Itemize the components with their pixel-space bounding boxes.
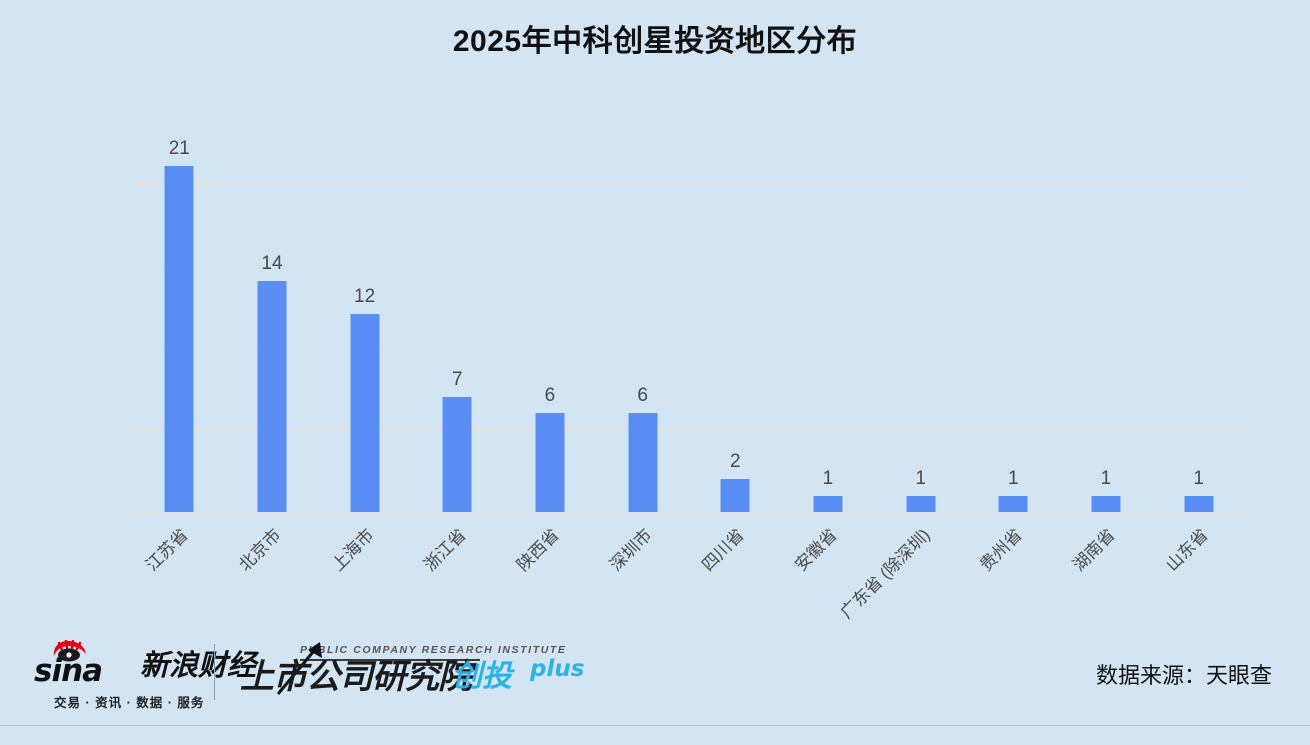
gridline <box>133 100 1245 101</box>
x-tick-label: 贵州省 <box>976 525 1027 575</box>
sina-finance-logo: sina 新浪财经 交易 · 资讯 · 数据 · 服务 <box>22 640 256 710</box>
institute-rule <box>300 659 480 661</box>
x-tick-label: 浙江省 <box>420 525 471 575</box>
x-tick-slot: 深圳市 <box>596 512 689 632</box>
bar[interactable] <box>535 413 565 512</box>
bar-value-label: 1 <box>1193 467 1204 489</box>
bar-value-label: 7 <box>452 368 463 390</box>
research-institute-logo: PUBLIC COMPANY RESEARCH INSTITUTE 上市公司研究… <box>238 640 598 706</box>
plot-area: 21 14 12 7 6 6 2 1 1 1 1 1 <box>133 100 1245 513</box>
x-tick-slot: 山东省 <box>1152 512 1245 632</box>
gridline <box>133 429 1245 431</box>
sina-wordmark: sina <box>22 640 150 692</box>
x-tick-label: 湖南省 <box>1069 525 1119 575</box>
sina-tagline: 交易 · 资讯 · 数据 · 服务 <box>54 696 205 710</box>
x-tick-slot: 陕西省 <box>504 512 597 632</box>
x-tick-label: 上海市 <box>327 525 378 575</box>
gridline <box>133 264 1245 266</box>
x-tick-label: 陕西省 <box>513 525 563 575</box>
growth-arrow-icon <box>276 642 322 695</box>
institute-chinese-name: 上市公司研究院 <box>240 658 472 696</box>
sina-eye-icon <box>53 640 86 662</box>
bar-value-label: 2 <box>730 451 741 473</box>
bar-value-label: 21 <box>168 137 190 159</box>
bar-slot: 1 <box>1152 100 1245 512</box>
x-tick-label: 山东省 <box>1161 525 1212 575</box>
bar-slot: 14 <box>226 100 319 512</box>
x-axis-labels: 江苏省 北京市 上海市 浙江省 陕西省 深圳市 四川省 安徽省 广东省 (除深圳) 贵州省 湖南省山… <box>133 512 1245 632</box>
bars-layer: 21 14 12 7 6 6 2 1 1 1 1 1 <box>133 100 1245 512</box>
bar[interactable] <box>906 495 936 512</box>
bar-value-label: 6 <box>544 385 556 407</box>
bar-slot: 1 <box>1060 100 1153 512</box>
data-source-note: 数据来源：天眼查 <box>1095 663 1272 688</box>
x-tick-slot: 广东省 (除深圳) <box>836 512 967 632</box>
sina-finance-name: 新浪财经 <box>140 650 257 682</box>
bar-slot: 1 <box>782 100 875 512</box>
bar[interactable] <box>720 479 750 512</box>
bar-slot: 21 <box>133 100 226 512</box>
bar-value-label: 1 <box>915 467 926 489</box>
bar-slot: 1 <box>874 100 967 512</box>
x-tick-slot: 上海市 <box>318 512 411 632</box>
bar-slot: 12 <box>318 100 411 512</box>
x-tick-slot: 北京市 <box>226 512 319 632</box>
bar-value-label: 1 <box>822 467 834 489</box>
institute-english-name: PUBLIC COMPANY RESEARCH INSTITUTE <box>300 644 567 656</box>
x-tick-slot: 江苏省 <box>133 512 226 632</box>
bar-value-label: 1 <box>1100 467 1112 489</box>
x-tick-slot: 安徽省 <box>782 512 875 632</box>
subbrand-english: plus <box>530 656 585 682</box>
bar-value-label: 6 <box>637 385 648 407</box>
footer-divider <box>0 725 1310 726</box>
x-tick-slot: 四川省 <box>689 512 782 632</box>
subbrand-chinese: 创投 <box>452 660 512 693</box>
gridline <box>133 182 1245 184</box>
x-tick-label: 深圳市 <box>605 525 656 575</box>
bar[interactable] <box>1091 495 1121 512</box>
x-tick-label: 四川省 <box>698 525 749 575</box>
bar[interactable] <box>164 165 194 512</box>
bar[interactable] <box>998 495 1028 512</box>
bar[interactable] <box>813 495 843 512</box>
x-tick-slot: 浙江省 <box>411 512 504 632</box>
x-tick-slot: 湖南省 <box>1060 512 1153 632</box>
x-tick-label: 江苏省 <box>142 525 193 575</box>
bar-slot: 2 <box>689 100 782 512</box>
x-tick-slot: 贵州省 <box>967 512 1060 632</box>
page-title: 2025年中科创星投资地区分布 <box>452 25 858 58</box>
bar[interactable] <box>442 396 472 512</box>
x-tick-label: 安徽省 <box>791 525 841 575</box>
bar-value-label: 14 <box>261 253 283 275</box>
bar-value-label: 12 <box>354 286 376 308</box>
bar-slot: 6 <box>596 100 689 512</box>
bar-slot: 6 <box>504 100 597 512</box>
bar[interactable] <box>1184 495 1214 512</box>
bar[interactable] <box>257 281 287 512</box>
bar[interactable] <box>628 413 658 512</box>
x-tick-label: 北京市 <box>235 525 285 575</box>
bar-slot: 1 <box>967 100 1060 512</box>
bar[interactable] <box>350 314 380 512</box>
gridline <box>133 512 1245 513</box>
footer-logo-separator <box>214 644 215 700</box>
bar-slot: 7 <box>411 100 504 512</box>
gridline <box>133 347 1245 349</box>
footer: sina 新浪财经 交易 · 资讯 · 数据 · 服务 PUBLIC COMPA… <box>0 632 1310 745</box>
bar-value-label: 1 <box>1008 467 1019 489</box>
